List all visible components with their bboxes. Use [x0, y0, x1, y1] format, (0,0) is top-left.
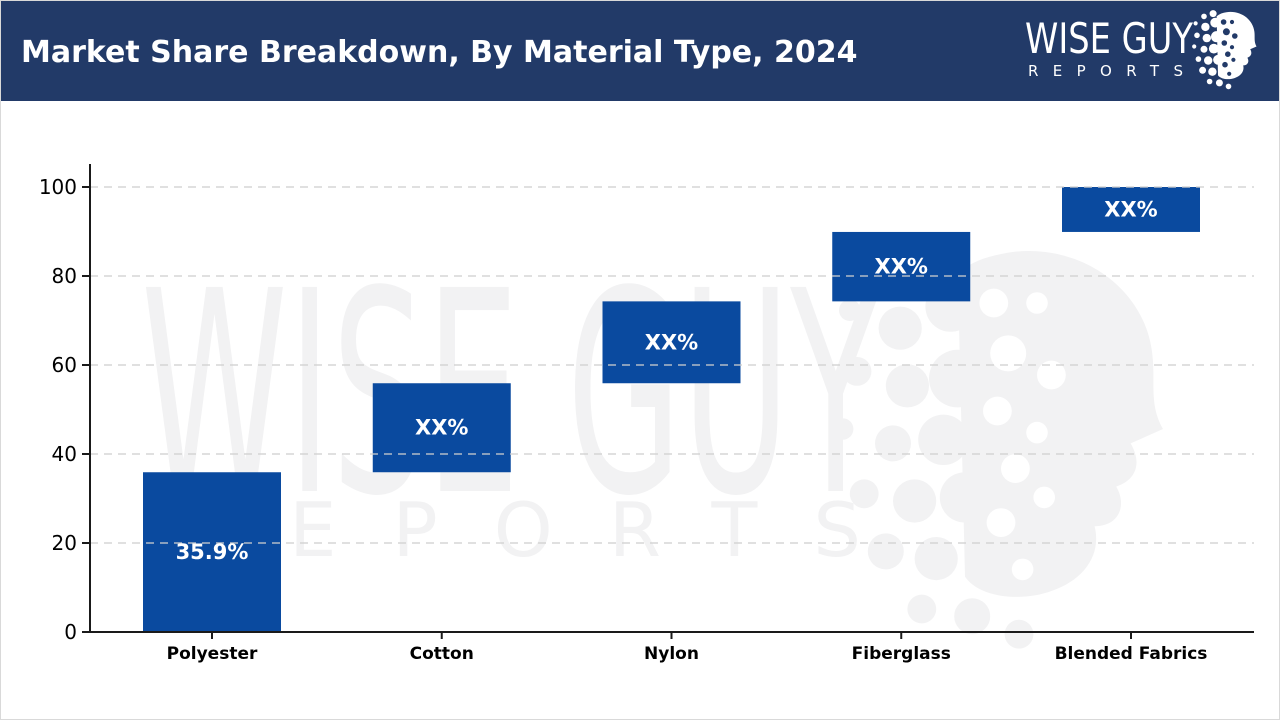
y-tick-label-40: 40 [52, 442, 77, 466]
bar-polyester [143, 472, 281, 632]
bar-fiberglass [832, 231, 971, 302]
logo-face-icon [1192, 10, 1257, 90]
y-tick-label-60: 60 [52, 353, 77, 377]
y-tick-label-0: 0 [64, 620, 77, 644]
bar-blended-fabrics [1062, 187, 1200, 232]
header-band: Market Share Breakdown, By Material Type… [1, 1, 1279, 101]
x-tick-label-blended-fabrics: Blended Fabrics [1055, 644, 1208, 664]
bar-value-label-fiberglass: XX% [875, 255, 928, 279]
waterfall-chart: 0 20 40 60 80 100 Polyester Cotton Nylon Fibergla… [39, 164, 1254, 664]
y-tick-label-20: 20 [52, 531, 77, 555]
x-tick-label-cotton: Cotton [410, 644, 474, 664]
bar-value-label-nylon: XX% [645, 330, 698, 354]
watermark-reports-text: REPORTS [181, 486, 861, 574]
bar-nylon [602, 301, 741, 384]
logo-wordmark: WISE GUY [1025, 14, 1193, 63]
page-title: Market Share Breakdown, By Material Type… [21, 35, 858, 70]
bar-value-label-cotton: XX% [415, 416, 468, 440]
x-tick-label-nylon: Nylon [644, 644, 699, 664]
bar-value-label-blended-fabrics: XX% [1104, 197, 1157, 221]
x-tick-label-polyester: Polyester [167, 644, 258, 664]
wiseguy-logo: WISE GUY REPORTS [1025, 10, 1257, 90]
logo-reports-text: REPORTS [1028, 62, 1183, 80]
y-tick-label-100: 100 [39, 175, 77, 199]
x-tick-label-fiberglass: Fiberglass [852, 644, 951, 664]
bar-cotton [372, 383, 511, 473]
y-tick-label-80: 80 [52, 264, 77, 288]
bar-value-label-polyester: 35.9% [176, 540, 249, 564]
